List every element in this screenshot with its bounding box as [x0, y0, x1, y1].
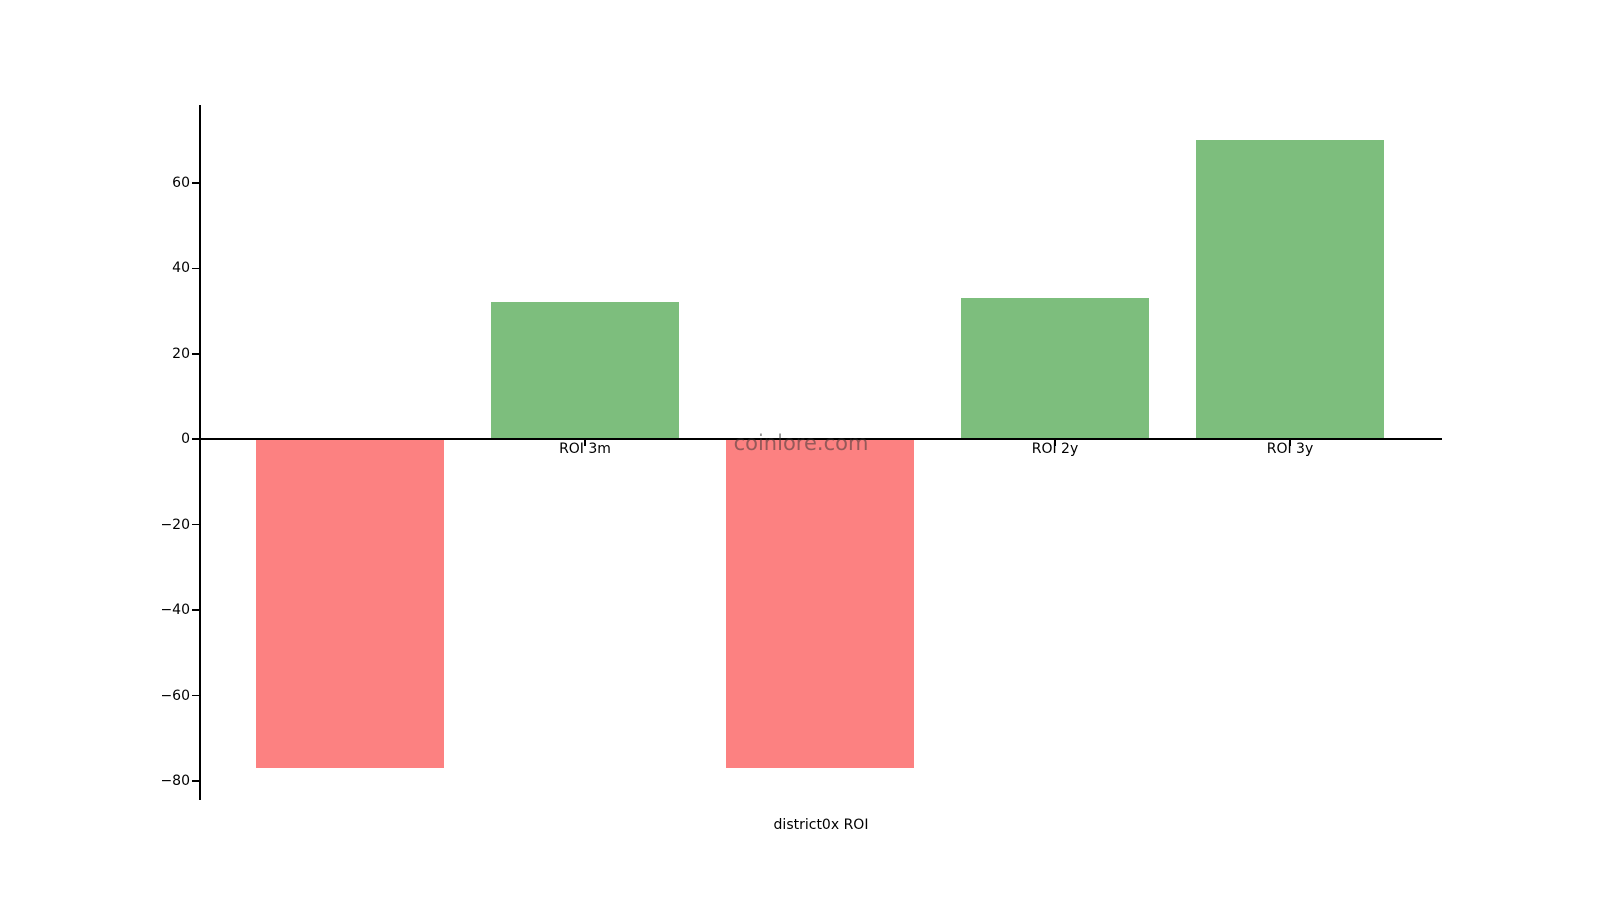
y-tick-mark [192, 609, 199, 611]
y-tick-label: 20 [172, 345, 190, 362]
x-tick-mark [1054, 439, 1056, 447]
y-tick-mark [192, 267, 199, 270]
x-tick-mark [584, 439, 586, 447]
x-tick-label: ROI 3m [559, 441, 611, 458]
y-tick-label: 60 [172, 174, 190, 191]
bar-negative [726, 439, 914, 769]
y-tick-label: −40 [160, 602, 190, 619]
x-axis-title: district0x ROI [773, 817, 869, 833]
coinlore-watermark: coinlore.com [733, 431, 869, 455]
y-tick-label: 0 [181, 431, 190, 448]
y-tick-label: −20 [160, 516, 190, 533]
bar-positive [961, 298, 1149, 440]
y-tick-label: −80 [160, 773, 190, 790]
y-tick-mark [192, 182, 199, 184]
y-tick-label: 40 [172, 260, 190, 277]
y-tick-mark [192, 780, 199, 782]
x-tick-mark [1289, 439, 1291, 447]
x-axis-line [200, 438, 1442, 440]
plot-area: 60 40 20 0 −20 −40 −60 −80 ROI 3m ROI 2y ROI 3y [160, 105, 1442, 800]
y-tick-mark [192, 694, 199, 697]
y-axis-line [199, 105, 201, 800]
y-tick-mark [192, 353, 199, 355]
x-tick-label: ROI 2y [1031, 441, 1079, 458]
bar-positive [1196, 140, 1384, 440]
bar-positive [491, 302, 679, 440]
y-tick-mark [192, 438, 199, 440]
bar-negative [256, 439, 444, 769]
x-tick-label: ROI 3y [1266, 441, 1314, 458]
y-tick-label: −60 [160, 687, 190, 704]
y-tick-mark [192, 523, 199, 526]
